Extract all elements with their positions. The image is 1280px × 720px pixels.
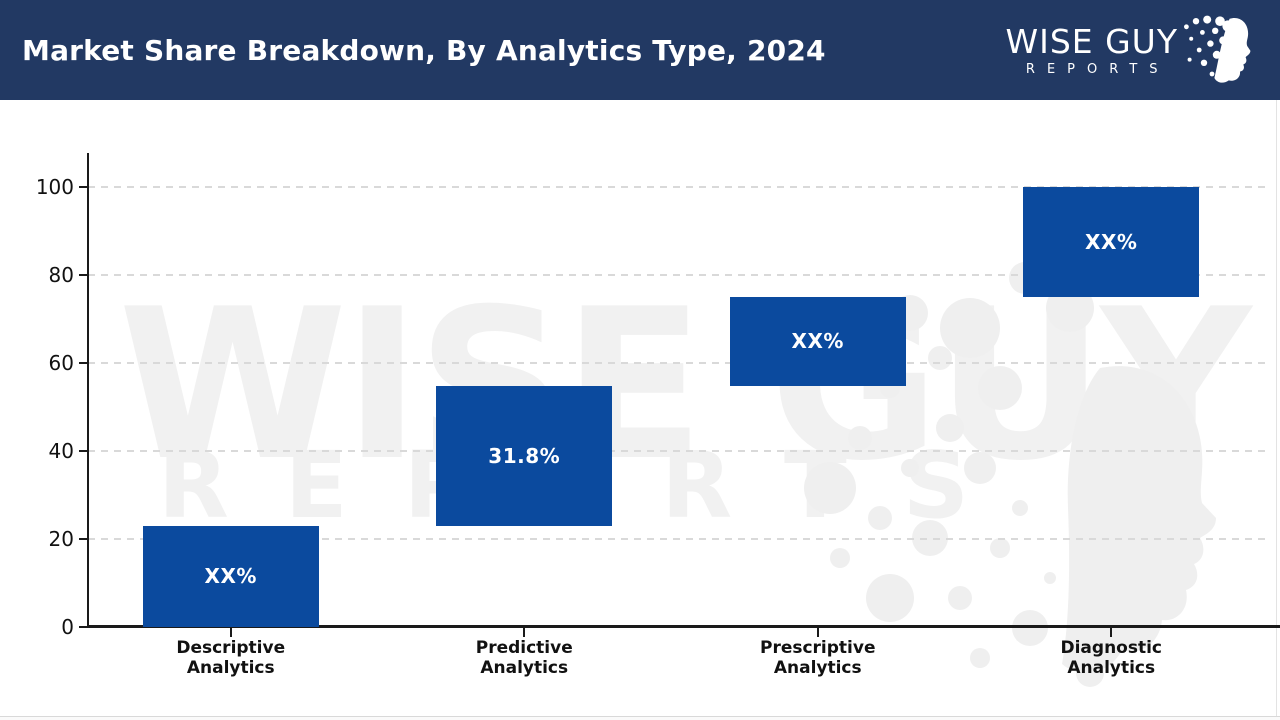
y-axis-spine <box>87 153 89 627</box>
gridline <box>88 537 1270 540</box>
x-tick <box>229 628 232 637</box>
y-tick-label: 0 <box>61 615 74 639</box>
bar: XX% <box>1023 186 1200 297</box>
chart-area: WISE GUY REPORTS 020406080100XX%Descript… <box>0 100 1280 720</box>
plot-area: 0 20 40 60 80 100 XX% Descriptive Analytics 31.8… <box>0 100 1280 720</box>
y-tick <box>79 626 88 628</box>
y-tick-label: 20 <box>48 526 74 551</box>
x-tick <box>816 628 819 637</box>
brand-logo: WISE GUY REPORTS <box>1005 8 1252 92</box>
bar-label: XX% <box>1085 229 1138 254</box>
brand-head-icon <box>1184 15 1251 83</box>
bar-label: XX% <box>204 564 257 589</box>
y-tick <box>79 449 88 452</box>
bar: XX% <box>729 296 906 386</box>
x-category-label: Descriptive Analytics <box>176 638 286 678</box>
x-axis-line <box>87 625 1280 628</box>
figure-bottom-border <box>0 716 1280 717</box>
gridline <box>88 273 1270 276</box>
x-tick <box>1110 628 1113 637</box>
bar-label: 31.8% <box>488 443 561 468</box>
y-tick-label: 80 <box>48 262 74 287</box>
bar: XX% <box>142 525 319 627</box>
page-title: Market Share Breakdown, By Analytics Typ… <box>22 33 826 67</box>
gridline <box>88 361 1270 364</box>
header-bar: Market Share Breakdown, By Analytics Typ… <box>0 0 1280 100</box>
y-tick <box>79 537 88 540</box>
figure-right-border <box>1276 100 1277 716</box>
x-category-label: Predictive Analytics <box>475 638 573 678</box>
y-tick-label: 40 <box>48 438 74 463</box>
y-tick <box>79 185 88 188</box>
bar-label: XX% <box>791 329 844 354</box>
y-tick <box>79 361 88 364</box>
brand-logo-name: WISE GUY <box>1005 21 1178 61</box>
x-category-label: Diagnostic Analytics <box>1060 638 1162 678</box>
figure-bottom-margin <box>0 717 1280 720</box>
x-tick <box>523 628 526 637</box>
gridline <box>88 449 1270 452</box>
y-tick <box>79 273 88 276</box>
brand-logo-text: WISE GUY REPORTS <box>1005 25 1178 76</box>
gridline <box>88 185 1270 188</box>
bar: 31.8% <box>436 385 613 526</box>
x-category-label: Prescriptive Analytics <box>759 638 876 678</box>
brand-logo-subname: REPORTS <box>1025 61 1170 77</box>
y-tick-label: 60 <box>48 350 74 375</box>
y-tick-label: 100 <box>35 174 74 199</box>
